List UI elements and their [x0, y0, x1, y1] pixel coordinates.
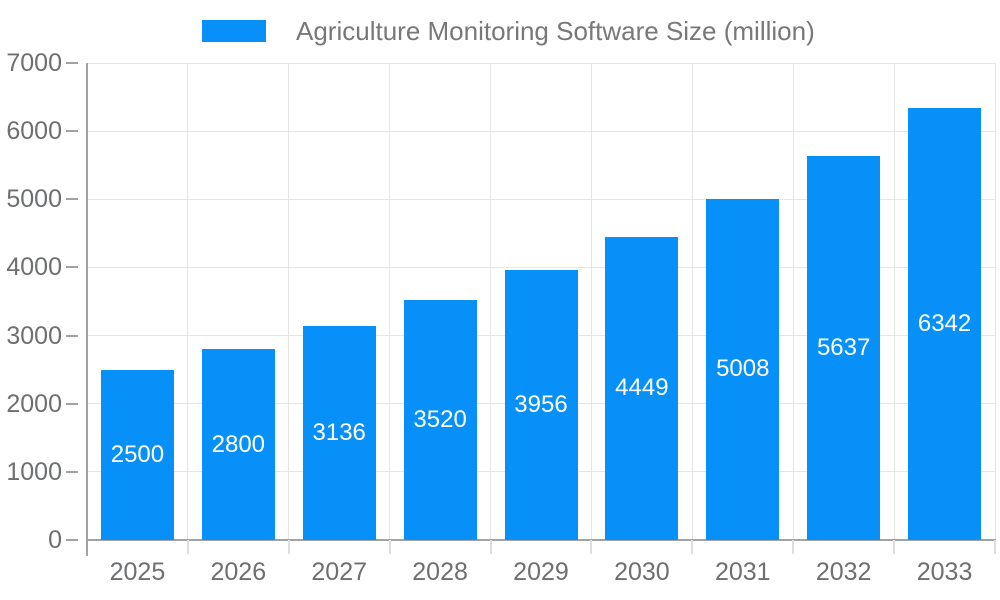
x-axis-tick-label: 2028	[412, 558, 468, 586]
bar-2030[interactable]	[605, 236, 679, 540]
gridline-vertical	[792, 63, 794, 540]
x-axis-tick-label: 2025	[109, 558, 166, 586]
x-axis-tick-mark	[590, 540, 593, 554]
gridline-vertical	[893, 63, 895, 540]
y-axis-tick-mark	[66, 130, 78, 133]
bar-2027[interactable]	[302, 326, 376, 540]
gridline-horizontal	[87, 62, 995, 64]
y-axis-tick-mark	[66, 334, 78, 337]
x-axis-tick-mark	[287, 540, 290, 554]
bar-2032[interactable]	[807, 155, 881, 540]
x-axis-tick-mark	[792, 540, 795, 554]
x-axis-tick-mark	[691, 540, 694, 554]
x-axis-tick-label: 2030	[614, 558, 670, 586]
bar-2025[interactable]	[100, 369, 174, 540]
gridline-vertical	[490, 63, 492, 540]
x-axis-tick-mark	[388, 540, 391, 554]
y-axis-tick-label: 5000	[6, 185, 62, 214]
bar-2028[interactable]	[403, 300, 477, 540]
y-axis-tick-mark	[66, 539, 78, 541]
y-axis-tick-label: 3000	[6, 321, 62, 350]
y-axis-tick-mark	[66, 198, 78, 201]
chart-legend[interactable]: Agriculture Monitoring Software Size (mi…	[202, 16, 815, 46]
y-axis-tick-mark	[66, 266, 78, 269]
bar-value-label: 6342	[917, 309, 972, 337]
x-axis-tick-mark	[489, 540, 492, 554]
y-axis-tick-label: 7000	[6, 49, 62, 77]
y-axis-line	[86, 63, 88, 556]
gridline-vertical	[994, 63, 996, 540]
x-axis-tick-label: 2033	[916, 558, 973, 586]
y-axis-tick-label: 4000	[6, 253, 62, 282]
y-axis-tick-mark	[66, 402, 78, 405]
bar-value-label: 4449	[615, 374, 669, 402]
y-axis-tick-label: 2000	[6, 389, 62, 418]
y-axis-tick-label: 6000	[6, 117, 62, 146]
bar-2031[interactable]	[706, 198, 780, 540]
x-axis-tick-label: 2032	[815, 558, 872, 586]
gridline-vertical	[590, 63, 592, 540]
x-axis-tick-label: 2027	[311, 558, 368, 586]
bar-value-label: 3956	[514, 391, 568, 419]
bar-2033[interactable]	[908, 107, 982, 540]
gridline-horizontal	[87, 198, 995, 200]
y-axis-tick-label: 0	[48, 526, 62, 554]
x-axis-tick-label: 2026	[210, 558, 267, 586]
gridline-vertical	[187, 63, 189, 540]
gridline-horizontal	[87, 130, 995, 132]
gridline-vertical	[389, 63, 391, 540]
bar-value-label: 3520	[413, 406, 467, 434]
gridline-vertical	[288, 63, 290, 540]
gridline-horizontal	[87, 266, 995, 268]
bar-2029[interactable]	[504, 270, 578, 540]
chart-title: Agriculture Monitoring Software Size (mi…	[296, 16, 815, 46]
bar-value-label: 5637	[816, 333, 871, 361]
x-axis-tick-label: 2031	[714, 558, 771, 586]
gridline-vertical	[691, 63, 693, 540]
x-axis-tick-label: 2029	[513, 558, 569, 586]
x-axis-tick-mark	[186, 540, 189, 554]
legend-swatch-icon[interactable]	[202, 20, 266, 42]
bar-2026[interactable]	[201, 349, 275, 540]
bar-value-label: 5008	[716, 355, 770, 383]
y-axis-tick-mark	[66, 470, 78, 473]
x-axis-line	[86, 539, 996, 541]
y-axis-tick-mark	[66, 62, 78, 64]
x-axis-tick-mark	[893, 540, 896, 554]
bar-value-label: 2500	[110, 440, 165, 468]
x-axis-tick-mark	[994, 540, 996, 554]
bar-value-label: 3136	[312, 419, 366, 447]
y-axis-tick-label: 1000	[6, 457, 62, 486]
bar-value-label: 2800	[211, 430, 266, 458]
